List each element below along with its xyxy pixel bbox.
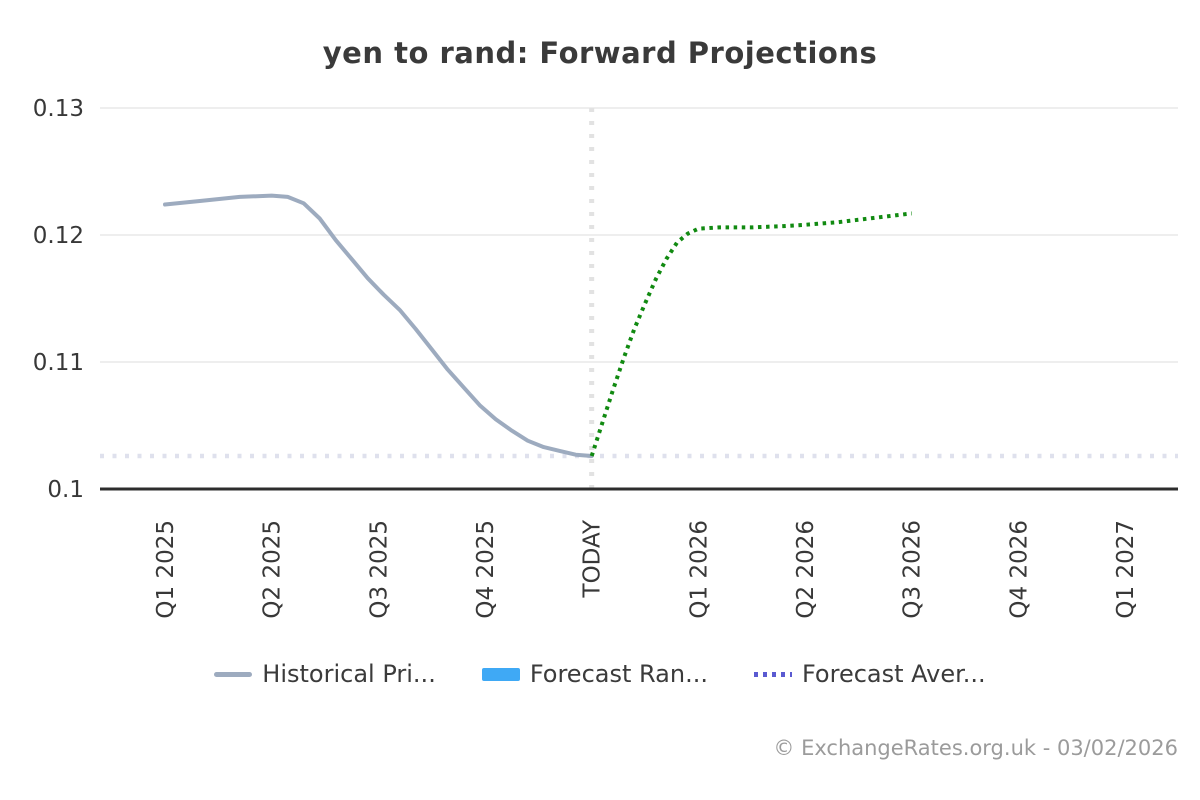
- legend-label-historical-price: Historical Pri...: [262, 660, 436, 688]
- historical-price-line-swatch-icon: [214, 671, 253, 677]
- x-tick-label: Q1 2025: [153, 520, 179, 619]
- x-tick-label: TODAY: [580, 519, 606, 598]
- legend-item-historical-price[interactable]: Historical Pri...: [214, 660, 436, 688]
- y-tick-label: 0.1: [47, 477, 84, 503]
- legend-label-forecast-range: Forecast Ran...: [529, 660, 708, 688]
- series-historical-price: [163, 193, 594, 458]
- x-tick-label: Q1 2026: [686, 520, 712, 619]
- x-tick-label: Q3 2026: [900, 520, 926, 619]
- y-tick-label: 0.12: [33, 223, 84, 249]
- forecast-average-dotted-swatch-icon: [753, 671, 792, 677]
- y-tick-label: 0.11: [33, 350, 84, 376]
- forecast-range-swatch-icon: [481, 667, 520, 681]
- x-tick-label: Q2 2025: [260, 520, 286, 619]
- legend-item-forecast-range[interactable]: Forecast Ran...: [481, 660, 708, 688]
- chart-title: yen to rand: Forward Projections: [322, 36, 878, 70]
- x-tick-label: Q1 2027: [1113, 520, 1139, 619]
- x-tick-label: Q2 2026: [793, 520, 819, 619]
- x-tick-label: Q4 2025: [473, 520, 499, 619]
- copyright-attribution: © ExchangeRates.org.uk - 03/02/2026: [773, 736, 1178, 760]
- x-tick-label: Q3 2025: [366, 520, 392, 619]
- chart-legend: Historical Pri... Forecast Ran... Foreca…: [0, 660, 1200, 688]
- y-tick-label: 0.13: [33, 96, 84, 122]
- x-tick-label: Q4 2026: [1006, 520, 1032, 619]
- legend-label-forecast-average: Forecast Aver...: [801, 660, 986, 688]
- legend-item-forecast-average[interactable]: Forecast Aver...: [753, 660, 986, 688]
- series-forecast-average: [589, 211, 912, 457]
